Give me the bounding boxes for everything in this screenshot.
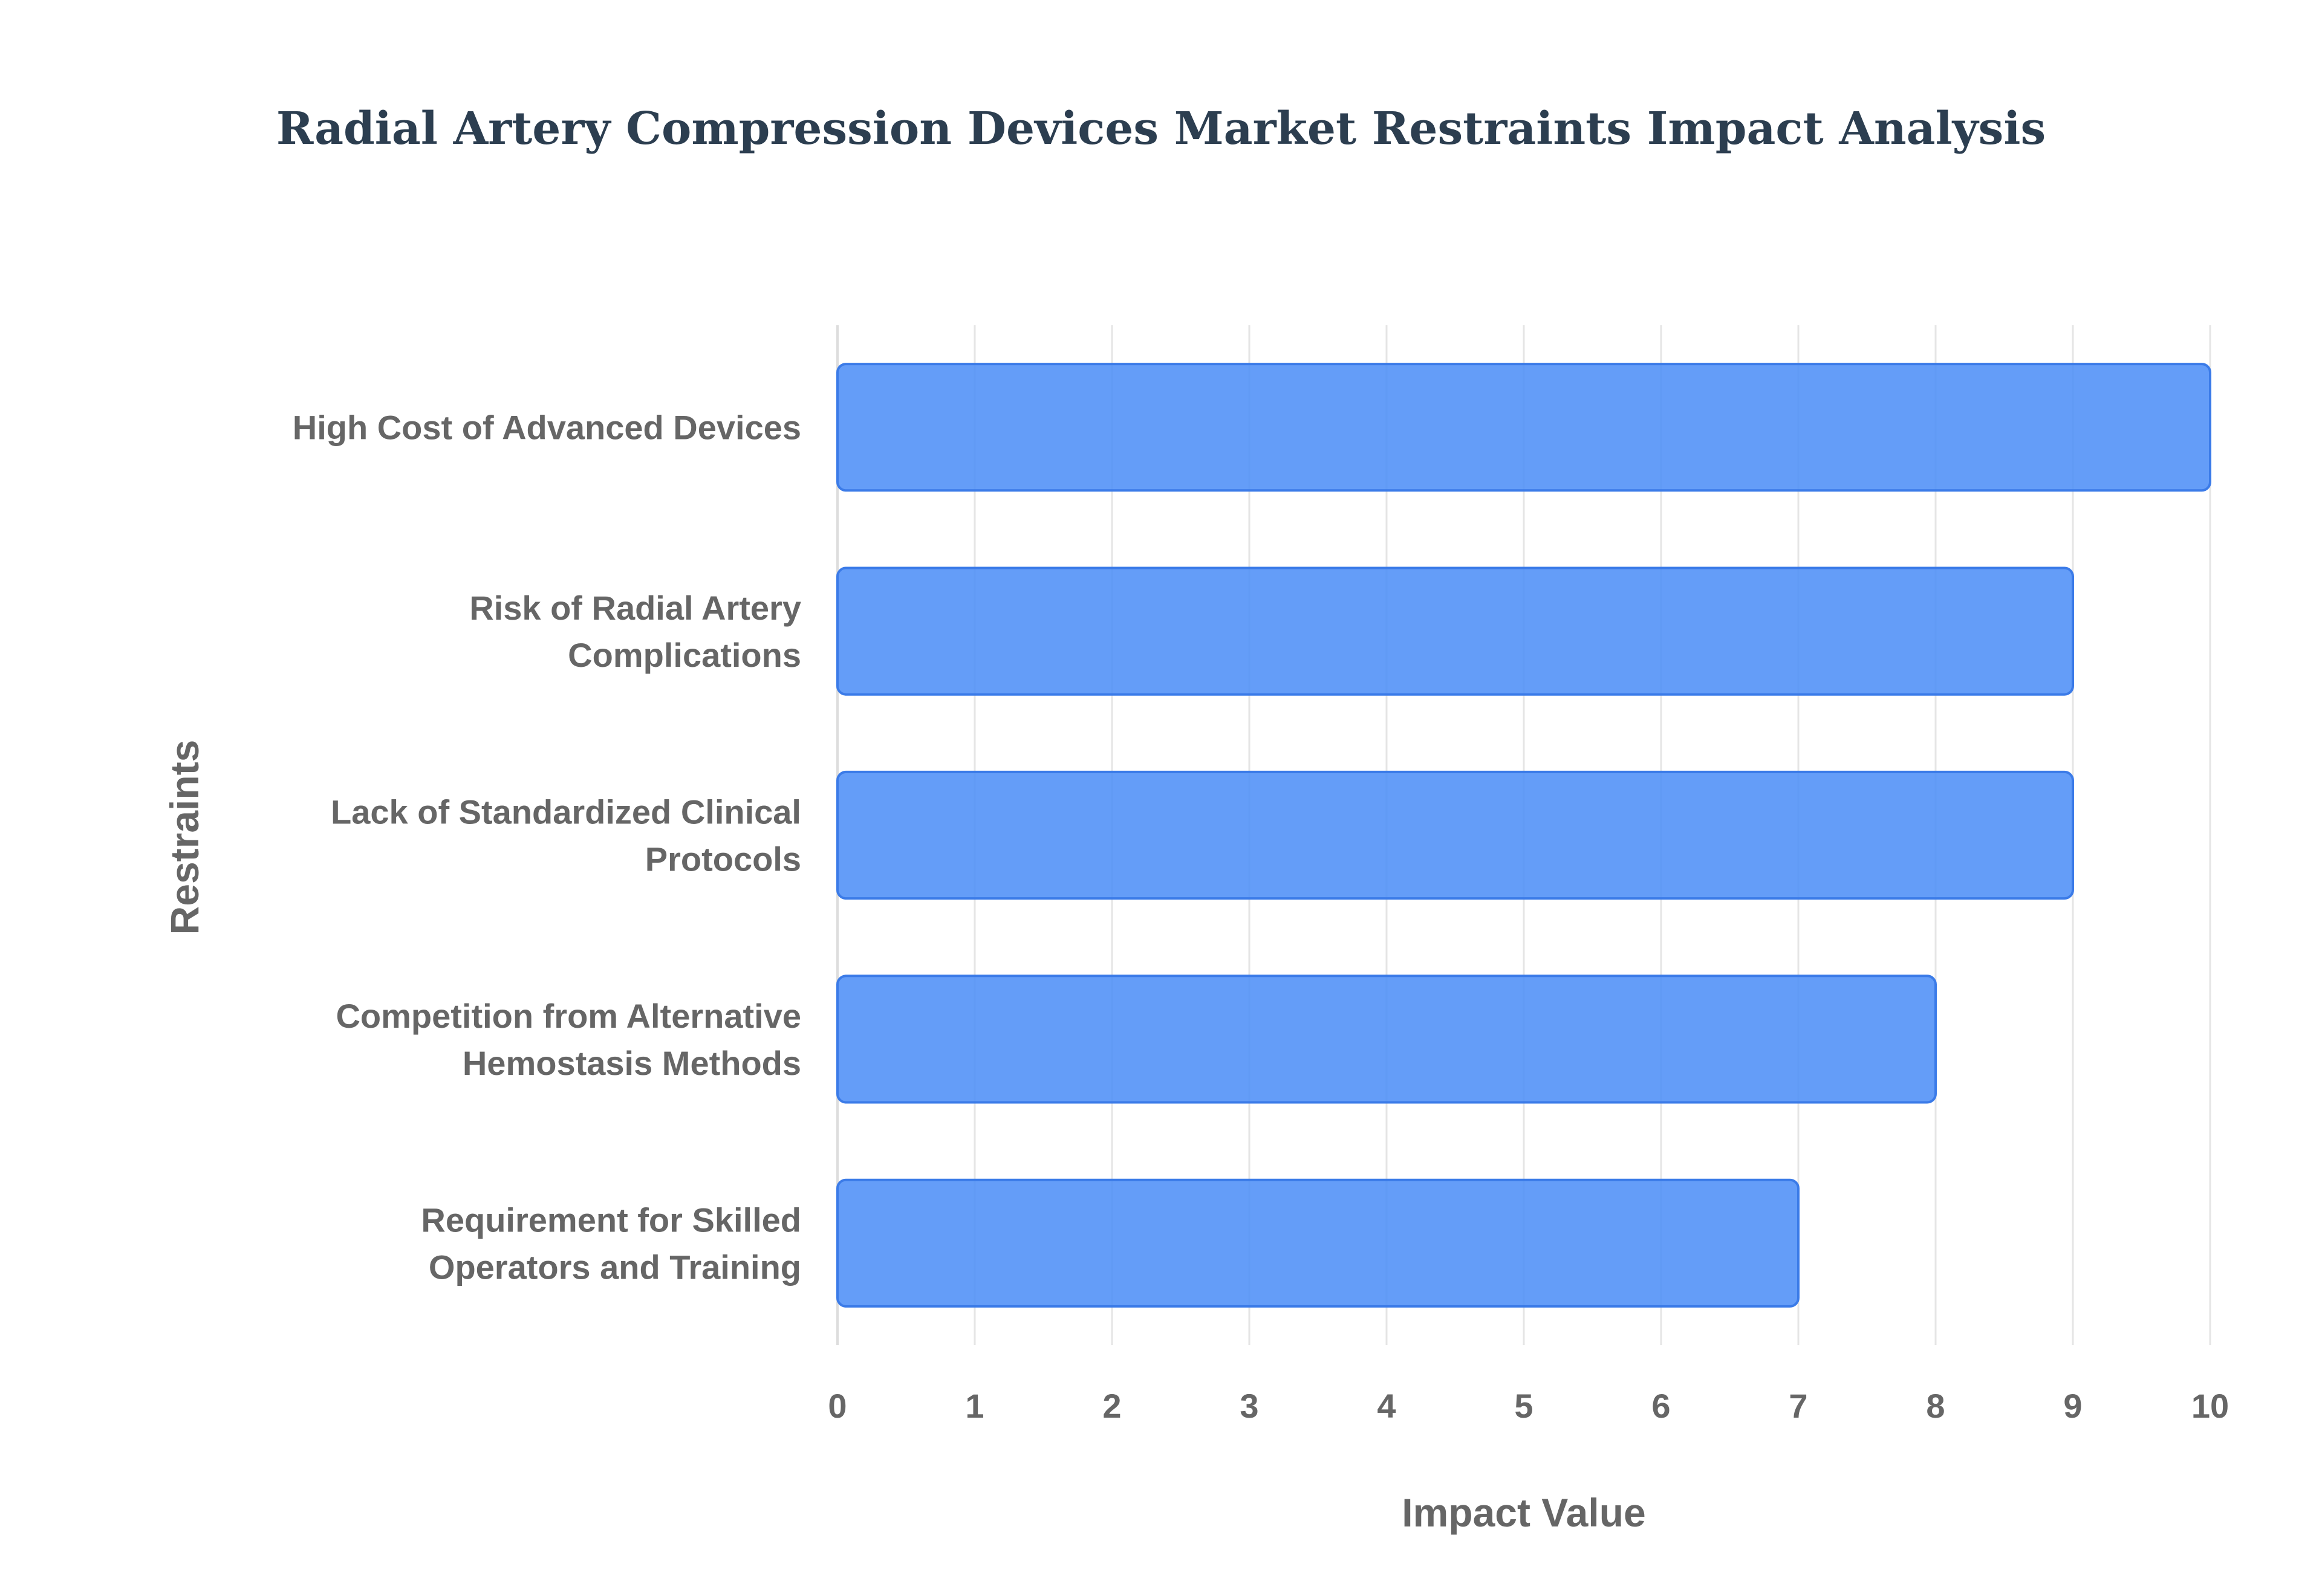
bars — [836, 363, 2211, 1308]
x-tick-label: 5 — [1514, 1387, 1533, 1425]
category-label-line: Competition from Alternative — [336, 997, 801, 1035]
category-label: Requirement for Skilled Operators and Tra… — [421, 1201, 801, 1286]
bar — [836, 1178, 1800, 1308]
x-tick-label: 8 — [1926, 1387, 1945, 1425]
x-tick-label: 6 — [1651, 1387, 1670, 1425]
x-tick-label: 7 — [1789, 1387, 1807, 1425]
category-label-line: Requirement for Skilled — [421, 1201, 801, 1239]
x-axis-title: Impact Value — [1402, 1490, 1646, 1535]
x-tick-label: 9 — [2063, 1387, 2082, 1425]
x-tick-labels: 0 1 2 3 4 5 6 7 8 9 10 — [828, 1387, 2229, 1425]
y-axis-title: Restraints — [162, 740, 207, 935]
category-label: Risk of Radial Artery Complications — [469, 589, 801, 674]
x-tick-label: 10 — [2191, 1387, 2229, 1425]
category-label: High Cost of Advanced Devices — [293, 409, 801, 447]
x-tick-label: 1 — [965, 1387, 984, 1425]
chart-title: Radial Artery Compression Devices Market… — [276, 103, 2046, 155]
category-label: Lack of Standardized Clinical Protocols — [331, 793, 801, 878]
category-label-line: Complications — [568, 636, 801, 674]
category-label-line: Hemostasis Methods — [463, 1044, 801, 1082]
x-tick-label: 4 — [1377, 1387, 1396, 1425]
x-tick-label: 0 — [828, 1387, 847, 1425]
bar — [836, 975, 1937, 1104]
category-label: Competition from Alternative Hemostasis M… — [336, 997, 801, 1082]
category-label-line: Protocols — [645, 840, 801, 878]
x-tick-label: 2 — [1102, 1387, 1121, 1425]
category-labels: High Cost of Advanced Devices Risk of Rad… — [293, 409, 801, 1286]
category-label-line: Operators and Training — [429, 1248, 801, 1286]
bar — [836, 566, 2074, 696]
category-label-line: High Cost of Advanced Devices — [293, 409, 801, 447]
bar — [836, 770, 2074, 900]
x-tick-label: 3 — [1240, 1387, 1258, 1425]
category-label-line: Lack of Standardized Clinical — [331, 793, 801, 831]
bar — [836, 363, 2211, 492]
category-label-line: Risk of Radial Artery — [469, 589, 801, 627]
